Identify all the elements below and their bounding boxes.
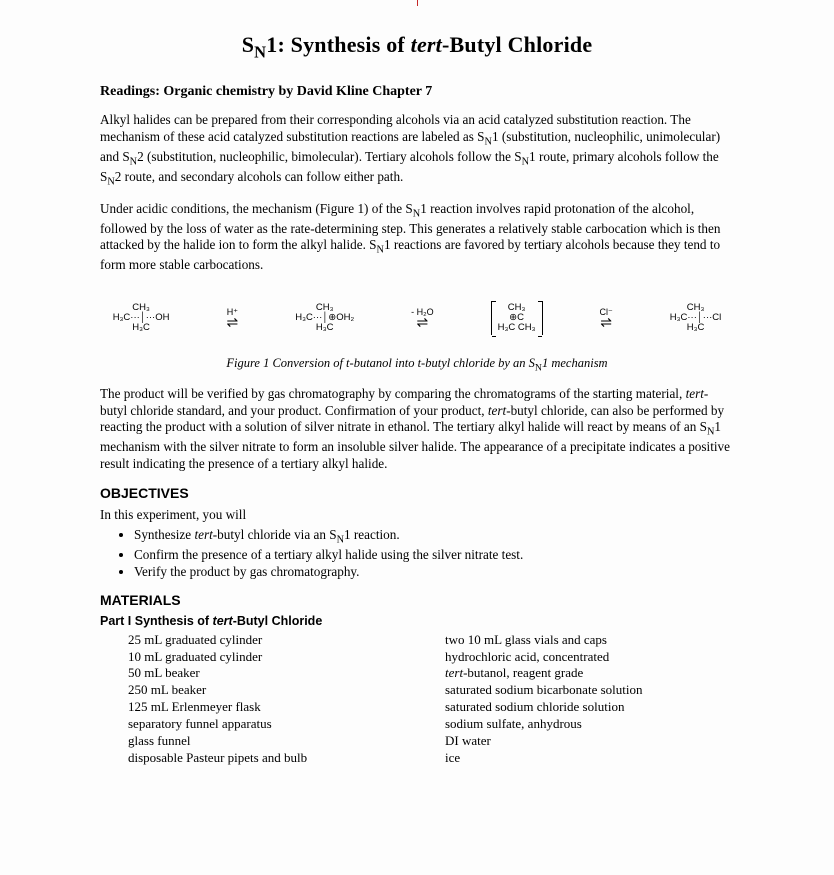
- material-item: 125 mL Erlenmeyer flask: [128, 699, 417, 716]
- material-item: saturated sodium chloride solution: [445, 699, 734, 716]
- material-item: saturated sodium bicarbonate solution: [445, 682, 734, 699]
- objectives-list: Synthesize tert-butyl chloride via an SN…: [134, 527, 734, 580]
- materials-columns: 25 mL graduated cylinder10 mL graduated …: [100, 632, 734, 767]
- mol-tbutanol: CH₃ H₃C···│···OH H₃C: [113, 303, 170, 333]
- part1-heading: Part I Synthesis of tert-Butyl Chloride: [100, 614, 734, 628]
- top-red-tick: [417, 0, 418, 6]
- material-item: 50 mL beaker: [128, 665, 417, 682]
- document-page: SN1: Synthesis of tert-Butyl Chloride Re…: [0, 0, 834, 875]
- objective-item: Confirm the presence of a tertiary alkyl…: [134, 547, 734, 563]
- page-title: SN1: Synthesis of tert-Butyl Chloride: [100, 32, 734, 62]
- material-item: separatory funnel apparatus: [128, 716, 417, 733]
- mol-oxonium: CH₃ H₃C···│⊕OH₂ H₃C: [295, 303, 354, 333]
- material-item: hydrochloric acid, concentrated: [445, 649, 734, 666]
- material-item: tert-butanol, reagent grade: [445, 665, 734, 682]
- material-item: ice: [445, 750, 734, 767]
- arrow-loss-water: - H₂O⇌: [410, 308, 435, 329]
- mol-carbocation: CH₃ ⊕C H₃C CH₃: [491, 301, 543, 335]
- mol-tbucl: CH₃ H₃C···│···Cl H₃C: [670, 303, 721, 333]
- materials-heading: MATERIALS: [100, 592, 734, 608]
- material-item: glass funnel: [128, 733, 417, 750]
- intro-paragraph-2: Under acidic conditions, the mechanism (…: [100, 201, 734, 274]
- arrow-chloride-attack: Cl⁻⇌: [599, 308, 614, 329]
- material-item: 25 mL graduated cylinder: [128, 632, 417, 649]
- material-item: 10 mL graduated cylinder: [128, 649, 417, 666]
- arrow-protonation: H⁺⇌: [225, 308, 239, 329]
- objectives-lead: In this experiment, you will: [100, 507, 734, 523]
- material-item: DI water: [445, 733, 734, 750]
- intro-paragraph-1: Alkyl halides can be prepared from their…: [100, 112, 734, 188]
- objectives-heading: OBJECTIVES: [100, 485, 734, 501]
- materials-left-col: 25 mL graduated cylinder10 mL graduated …: [100, 632, 417, 767]
- material-item: sodium sulfate, anhydrous: [445, 716, 734, 733]
- readings-line: Readings: Organic chemistry by David Kli…: [100, 84, 734, 100]
- material-item: two 10 mL glass vials and caps: [445, 632, 734, 649]
- material-item: disposable Pasteur pipets and bulb: [128, 750, 417, 767]
- figure-caption: Figure 1 Conversion of t-butanol into t-…: [100, 356, 734, 374]
- objective-item: Verify the product by gas chromatography…: [134, 564, 734, 580]
- mechanism-figure: CH₃ H₃C···│···OH H₃C H⁺⇌ CH₃ H₃C···│⊕OH₂…: [113, 286, 722, 350]
- materials-right-col: two 10 mL glass vials and capshydrochlor…: [417, 632, 734, 767]
- material-item: 250 mL beaker: [128, 682, 417, 699]
- objective-item: Synthesize tert-butyl chloride via an SN…: [134, 527, 734, 546]
- verification-paragraph: The product will be verified by gas chro…: [100, 386, 734, 473]
